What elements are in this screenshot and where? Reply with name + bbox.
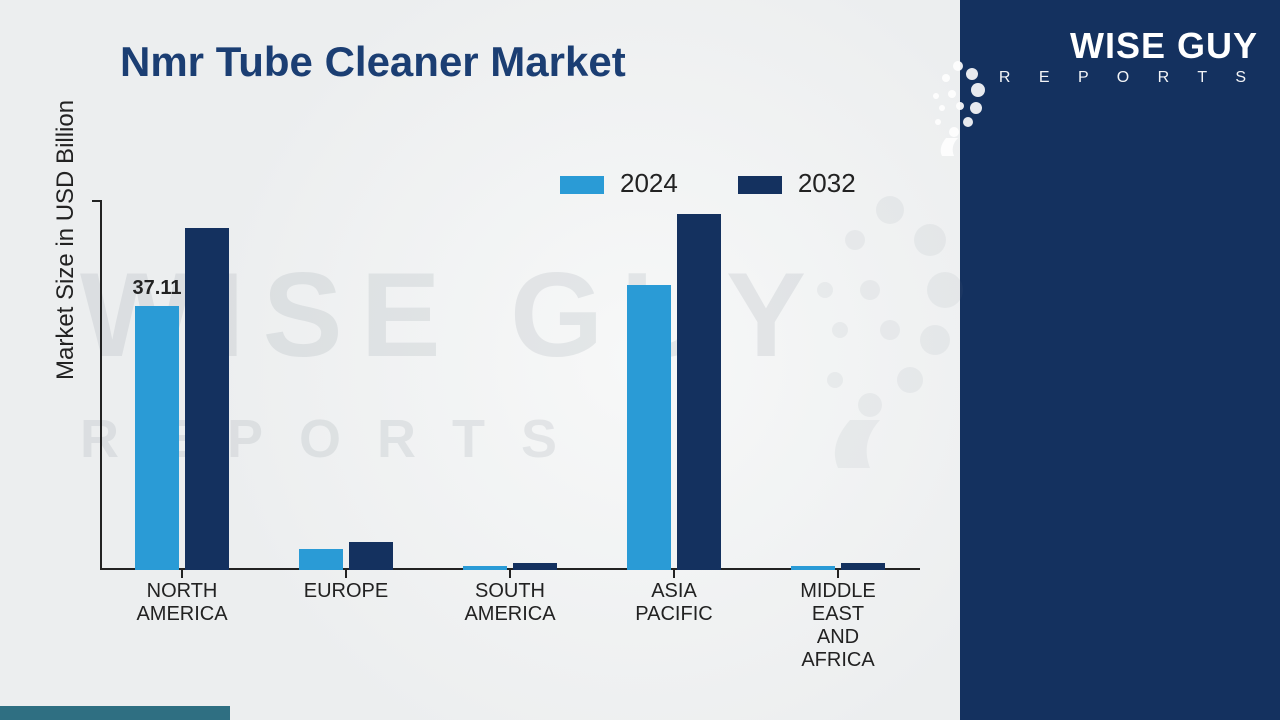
y-tick xyxy=(92,200,100,202)
bar-2024 xyxy=(135,306,179,570)
chart-title: Nmr Tube Cleaner Market xyxy=(120,38,626,86)
bar-2024 xyxy=(627,285,671,570)
legend-swatch-b xyxy=(738,176,782,194)
bar-2032 xyxy=(349,542,393,570)
y-axis xyxy=(100,200,102,570)
category-label: MIDDLEEASTANDAFRICA xyxy=(768,580,908,672)
bar-2032 xyxy=(513,563,557,570)
bar-group xyxy=(299,200,393,570)
category-label: SOUTHAMERICA xyxy=(440,580,580,626)
bar-group: 37.11 xyxy=(135,200,229,570)
legend-item-2024: 2024 xyxy=(560,168,678,199)
bar-2032 xyxy=(677,214,721,570)
right-band xyxy=(960,0,1280,720)
category-label: EUROPE xyxy=(276,580,416,603)
bar-group xyxy=(463,200,557,570)
y-axis-label: Market Size in USD Billion xyxy=(52,100,80,380)
stage: WISE GUY R E P O R T S Nmr Tube Cleaner … xyxy=(0,0,1280,720)
category-label: ASIAPACIFIC xyxy=(604,580,744,626)
brand-logo: WISE GUY R E P O R T S xyxy=(999,28,1258,86)
category-label: NORTHAMERICA xyxy=(112,580,252,626)
bar-2032 xyxy=(841,563,885,570)
bar-2032 xyxy=(185,228,229,570)
legend-swatch-a xyxy=(560,176,604,194)
legend: 2024 2032 xyxy=(560,168,856,199)
footer-bar xyxy=(0,706,230,720)
bar-value-label: 37.11 xyxy=(133,277,182,300)
logo-head-icon xyxy=(898,48,988,158)
bar-2024 xyxy=(299,549,343,570)
bar-2024 xyxy=(791,566,835,570)
x-tick xyxy=(673,570,675,578)
x-tick xyxy=(837,570,839,578)
logo-line1: WISE GUY xyxy=(999,28,1258,64)
legend-item-2032: 2032 xyxy=(738,168,856,199)
x-tick xyxy=(345,570,347,578)
plot-area: NORTHAMERICA37.11EUROPESOUTHAMERICAASIAP… xyxy=(100,200,920,570)
bar-group xyxy=(791,200,885,570)
bar-2024 xyxy=(463,566,507,570)
logo-line2: R E P O R T S xyxy=(999,70,1258,86)
legend-label-a: 2024 xyxy=(620,168,678,198)
x-tick xyxy=(181,570,183,578)
legend-label-b: 2032 xyxy=(798,168,856,198)
bar-group xyxy=(627,200,721,570)
x-tick xyxy=(509,570,511,578)
